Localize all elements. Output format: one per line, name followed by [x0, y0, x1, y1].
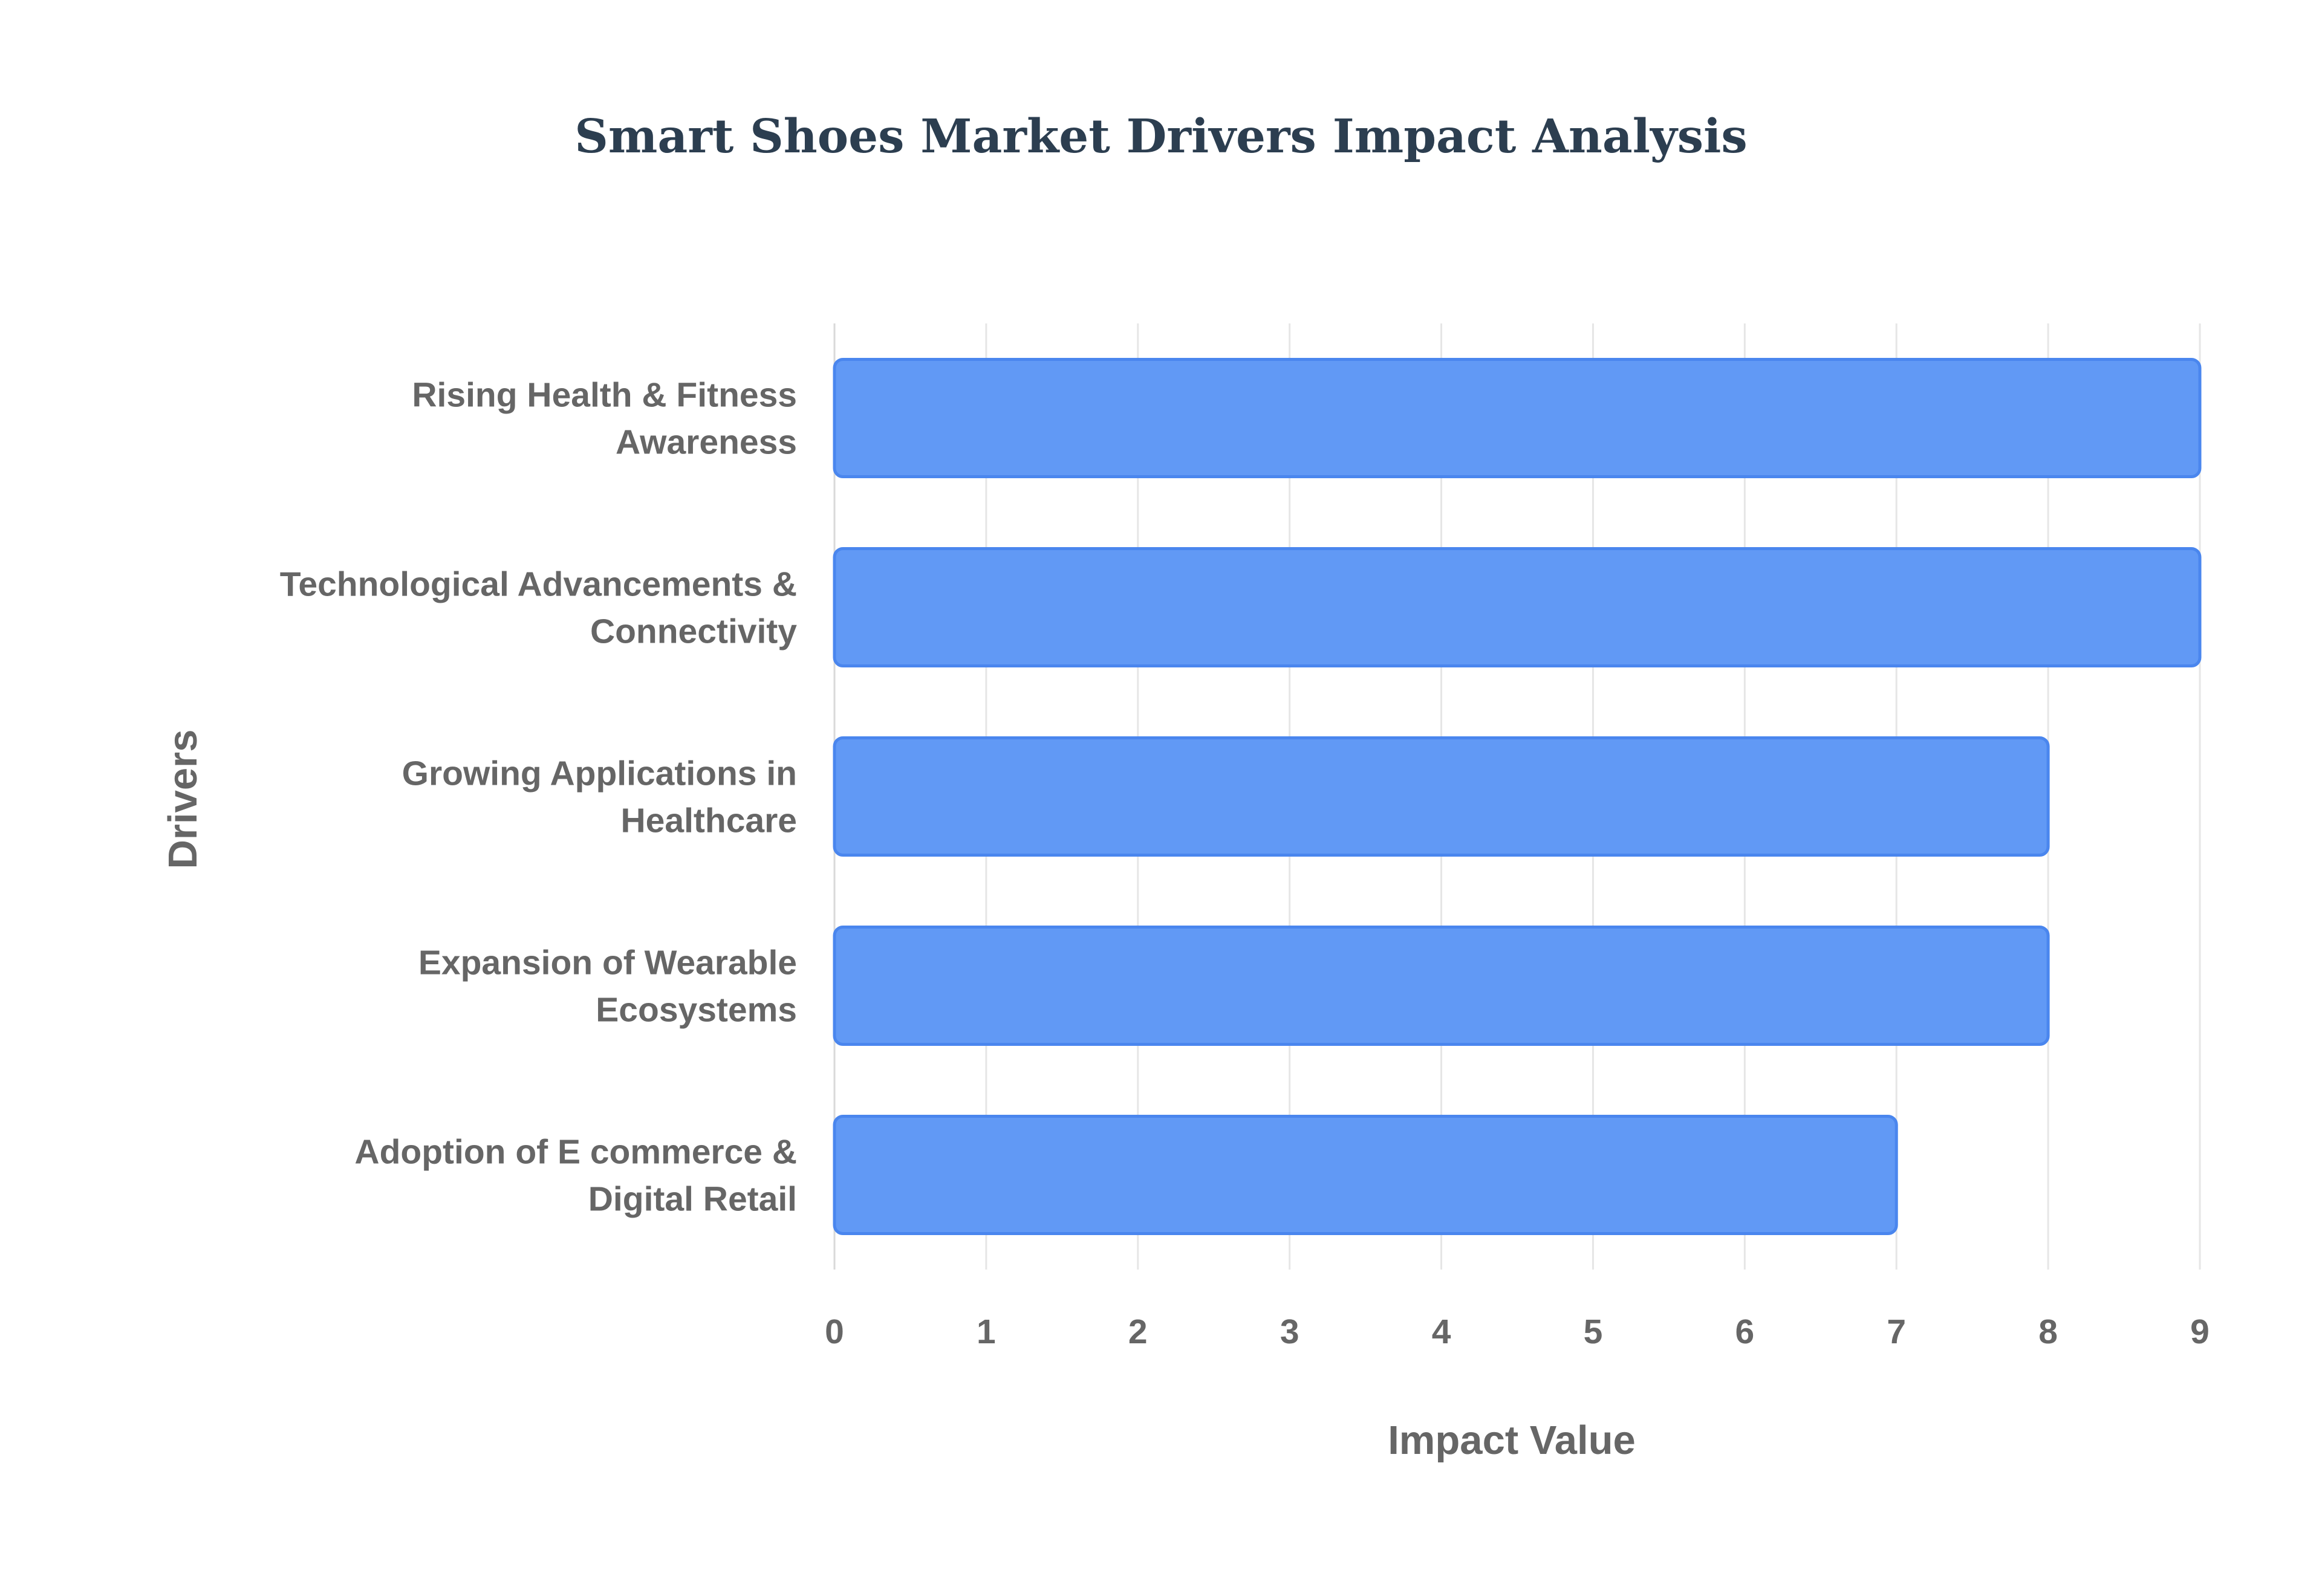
x-tick-label: 7	[1887, 1312, 1906, 1351]
bar	[833, 1114, 1898, 1236]
category-label-line: Awareness	[616, 423, 797, 462]
bar	[833, 925, 2050, 1046]
x-tick-label: 2	[1128, 1312, 1148, 1351]
category-label: Technological Advancements & Connectivity	[280, 565, 797, 651]
category-label-line: Ecosystems	[596, 991, 797, 1030]
x-tick-label: 9	[2190, 1312, 2210, 1351]
category-label: Expansion of Wearable Ecosystems	[418, 944, 797, 1030]
category-label: Adoption of E commerce & Digital Retail	[354, 1133, 797, 1219]
chart-title: Smart Shoes Market Drivers Impact Analys…	[574, 109, 1748, 164]
category-label: Growing Applications in Healthcare	[402, 754, 797, 840]
bar	[833, 736, 2050, 857]
x-tick-label: 1	[977, 1312, 996, 1351]
x-tick-label: 8	[2038, 1312, 2058, 1351]
bar	[833, 357, 2202, 479]
x-tick-label: 3	[1280, 1312, 1299, 1351]
category-label-line: Expansion of Wearable	[418, 944, 797, 982]
category-label-line: Rising Health & Fitness	[412, 376, 797, 415]
x-tick-label: 6	[1735, 1312, 1754, 1351]
category-label-line: Technological Advancements &	[280, 565, 797, 604]
bars	[833, 357, 2202, 1236]
category-label: Rising Health & Fitness Awareness	[412, 376, 797, 462]
x-tick-labels: 0 1 2 3 4 5 6 7 8 9	[825, 1312, 2210, 1351]
category-label-line: Connectivity	[590, 612, 797, 651]
x-axis-title: Impact Value	[1388, 1418, 1636, 1463]
bar	[833, 547, 2202, 668]
x-tick-label: 5	[1584, 1312, 1603, 1351]
category-label-line: Growing Applications in	[402, 754, 797, 793]
x-tick-label: 4	[1432, 1312, 1451, 1351]
category-labels: Rising Health & Fitness Awareness Technolo…	[280, 376, 797, 1219]
x-tick-label: 0	[825, 1312, 844, 1351]
category-label-line: Healthcare	[621, 802, 798, 840]
category-label-line: Digital Retail	[588, 1180, 797, 1219]
y-axis-title: Drivers	[160, 730, 206, 869]
category-label-line: Adoption of E commerce &	[354, 1133, 797, 1172]
